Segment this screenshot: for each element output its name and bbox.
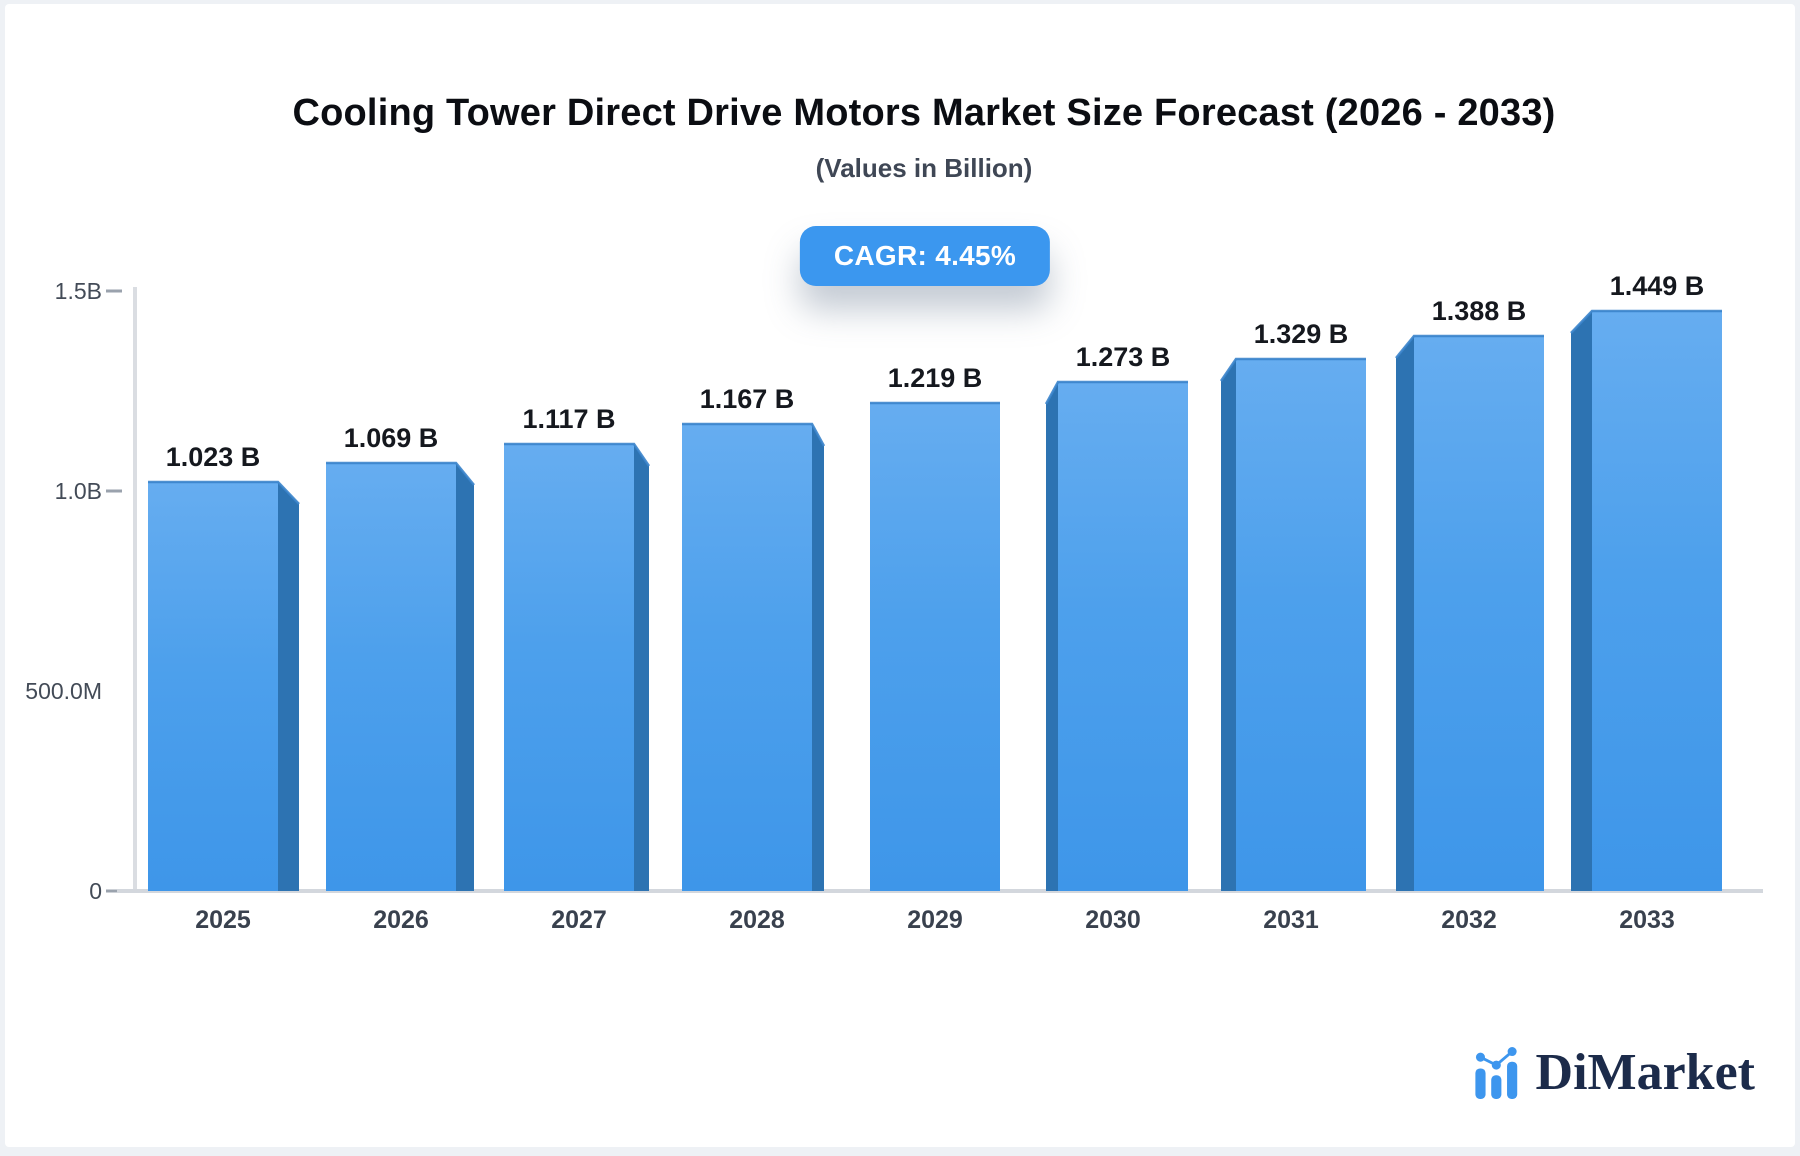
bar-value-label: 1.167 B [700, 384, 795, 414]
bar-value-label: 1.329 B [1254, 319, 1349, 349]
bar-group-2027: 1.117 B 2027 [504, 404, 651, 934]
bar-group-2030: 1.273 B 2030 [1044, 342, 1188, 934]
bar-value-label: 1.069 B [344, 423, 439, 453]
bar-top-edge [326, 461, 475, 486]
y-tick-label: 0 [89, 878, 102, 904]
bar-top-edge [1570, 309, 1722, 334]
y-axis-line [133, 287, 137, 893]
bar-side-face [278, 482, 299, 891]
y-tick-label: 500.0M [25, 678, 102, 704]
x-axis-label: 2025 [195, 906, 251, 934]
x-axis-label: 2027 [551, 906, 607, 934]
bar-front-face [504, 444, 634, 891]
chart-title: Cooling Tower Direct Drive Motors Market… [292, 92, 1556, 134]
bar-group-2029: 1.219 B 2029 [870, 363, 1000, 934]
mini-bar-chart-icon [1474, 1047, 1517, 1099]
bar-top-edge [1395, 334, 1544, 359]
brand-logo: DiMarket [1474, 1047, 1755, 1099]
y-tick-label: 1.5B [55, 278, 102, 304]
bar-side-face [1396, 336, 1414, 891]
bar-side-face [812, 424, 824, 891]
bar-group-2025: 1.023 B 2025 [148, 442, 300, 934]
bar-front-face [148, 482, 278, 891]
bar-chart-svg: 1.5B 1.0B 500.0M 0 1.023 B 2025 1.069 B 2026 1.1… [25, 271, 1763, 934]
bar-front-face [1414, 336, 1544, 891]
chart-subtitle: (Values in Billion) [815, 153, 1033, 183]
bar-group-2028: 1.167 B 2028 [682, 384, 826, 934]
x-axis-label: 2032 [1441, 906, 1497, 934]
brand-wordmark: DiMarket [1535, 1044, 1755, 1101]
y-tick-label: 1.0B [55, 478, 102, 504]
bar-top-edge [682, 422, 826, 447]
x-axis-label: 2029 [907, 906, 963, 934]
bar-front-face [682, 424, 812, 891]
bar-group-2031: 1.329 B 2031 [1219, 319, 1366, 934]
bar-group-2032: 1.388 B 2032 [1395, 296, 1544, 934]
bar-side-face [634, 444, 649, 891]
chart-header: Cooling Tower Direct Drive Motors Market… [29, 92, 1800, 184]
bar-value-label: 1.117 B [522, 404, 615, 434]
x-axis-label: 2033 [1619, 906, 1675, 934]
bar-value-label: 1.449 B [1610, 271, 1705, 301]
bar-top-edge [1044, 380, 1188, 405]
x-axis-label: 2030 [1085, 906, 1141, 934]
bar-front-face [326, 463, 456, 891]
x-axis-label: 2031 [1263, 906, 1319, 934]
bar-top-edge [1219, 357, 1366, 382]
bar-value-label: 1.219 B [888, 363, 983, 393]
y-tick-dash [106, 289, 122, 293]
y-tick-dash [106, 489, 122, 493]
bar-front-face [870, 403, 1000, 891]
bar-value-label: 1.023 B [166, 442, 261, 472]
cagr-badge: CAGR: 4.45% [799, 226, 1051, 286]
bar-side-face [1046, 382, 1058, 891]
bar-front-face [1592, 311, 1722, 891]
bar-group-2033: 1.449 B 2033 [1570, 271, 1722, 934]
x-axis-label: 2028 [729, 906, 785, 934]
x-axis-label: 2026 [373, 906, 429, 934]
bar-side-face [1221, 359, 1236, 891]
y-tick-dash [106, 889, 122, 893]
bar-front-face [1058, 382, 1188, 891]
chart-card: Cooling Tower Direct Drive Motors Market… [5, 4, 1795, 1147]
bar-side-face [1571, 311, 1592, 891]
bar-value-label: 1.388 B [1432, 296, 1527, 326]
bar-top-edge [148, 480, 300, 505]
bar-value-label: 1.273 B [1076, 342, 1171, 372]
bar-group-2026: 1.069 B 2026 [326, 423, 475, 934]
bar-side-face [456, 463, 474, 891]
bar-front-face [1236, 359, 1366, 891]
bar-top-edge [504, 442, 651, 467]
